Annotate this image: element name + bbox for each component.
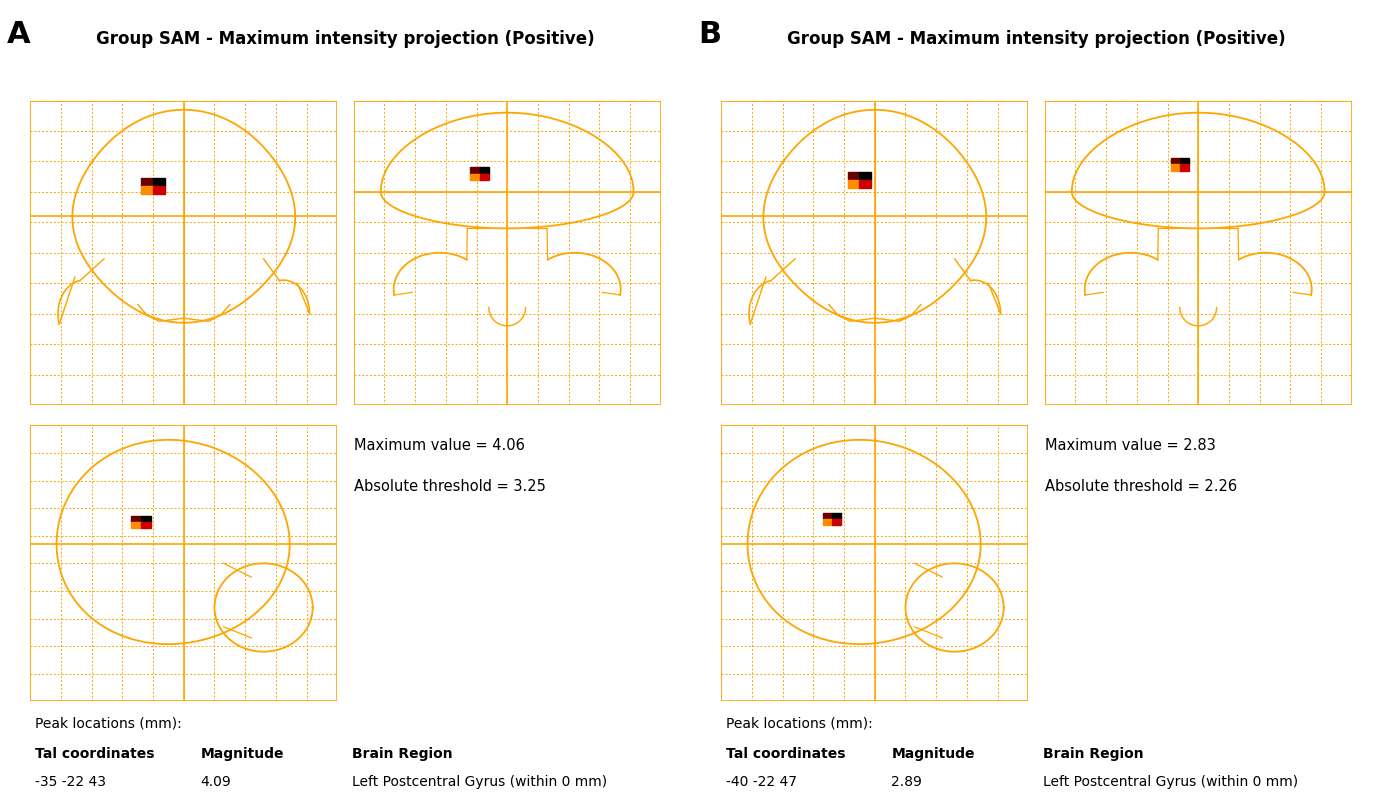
Text: Absolute threshold = 2.26: Absolute threshold = 2.26 <box>1045 478 1237 494</box>
Bar <box>1180 165 1189 172</box>
Text: Group SAM - Maximum intensity projection (Positive): Group SAM - Maximum intensity projection… <box>97 30 594 48</box>
Text: Maximum value = 4.06: Maximum value = 4.06 <box>354 438 525 453</box>
Bar <box>480 168 489 174</box>
Text: B: B <box>698 20 721 49</box>
Text: Absolute threshold = 3.25: Absolute threshold = 3.25 <box>354 478 546 494</box>
Text: Tal coordinates: Tal coordinates <box>35 746 153 760</box>
Bar <box>141 178 153 187</box>
Bar <box>153 178 164 187</box>
Bar <box>141 187 153 195</box>
Text: Magnitude: Magnitude <box>891 746 974 760</box>
Text: A: A <box>7 20 30 49</box>
Text: Peak locations (mm):: Peak locations (mm): <box>35 715 181 729</box>
Text: Left Postcentral Gyrus (within 0 mm): Left Postcentral Gyrus (within 0 mm) <box>1043 774 1299 787</box>
Bar <box>1171 165 1180 172</box>
Text: Tal coordinates: Tal coordinates <box>726 746 844 760</box>
Text: Maximum value = 2.83: Maximum value = 2.83 <box>1045 438 1216 453</box>
Bar <box>470 174 480 181</box>
Text: 4.09: 4.09 <box>200 774 231 787</box>
Text: -35 -22 43: -35 -22 43 <box>35 774 105 787</box>
Bar <box>860 173 871 180</box>
Bar <box>1171 159 1180 165</box>
Text: -40 -22 47: -40 -22 47 <box>726 774 796 787</box>
Text: Brain Region: Brain Region <box>352 746 453 760</box>
Bar <box>832 520 842 526</box>
Bar <box>832 513 842 520</box>
Bar <box>470 168 480 174</box>
Bar <box>141 522 151 529</box>
Bar <box>847 173 860 180</box>
Text: Brain Region: Brain Region <box>1043 746 1144 760</box>
Bar <box>141 516 151 522</box>
Text: Peak locations (mm):: Peak locations (mm): <box>726 715 872 729</box>
Text: 2.89: 2.89 <box>891 774 922 787</box>
Text: Group SAM - Maximum intensity projection (Positive): Group SAM - Maximum intensity projection… <box>788 30 1285 48</box>
Bar <box>131 516 141 522</box>
Bar <box>131 522 141 529</box>
Bar <box>822 520 832 526</box>
Bar <box>480 174 489 181</box>
Bar <box>822 513 832 520</box>
Text: Left Postcentral Gyrus (within 0 mm): Left Postcentral Gyrus (within 0 mm) <box>352 774 608 787</box>
Bar <box>1180 159 1189 165</box>
Bar <box>860 180 871 188</box>
Bar <box>153 187 164 195</box>
Text: Magnitude: Magnitude <box>200 746 283 760</box>
Bar <box>847 180 860 188</box>
